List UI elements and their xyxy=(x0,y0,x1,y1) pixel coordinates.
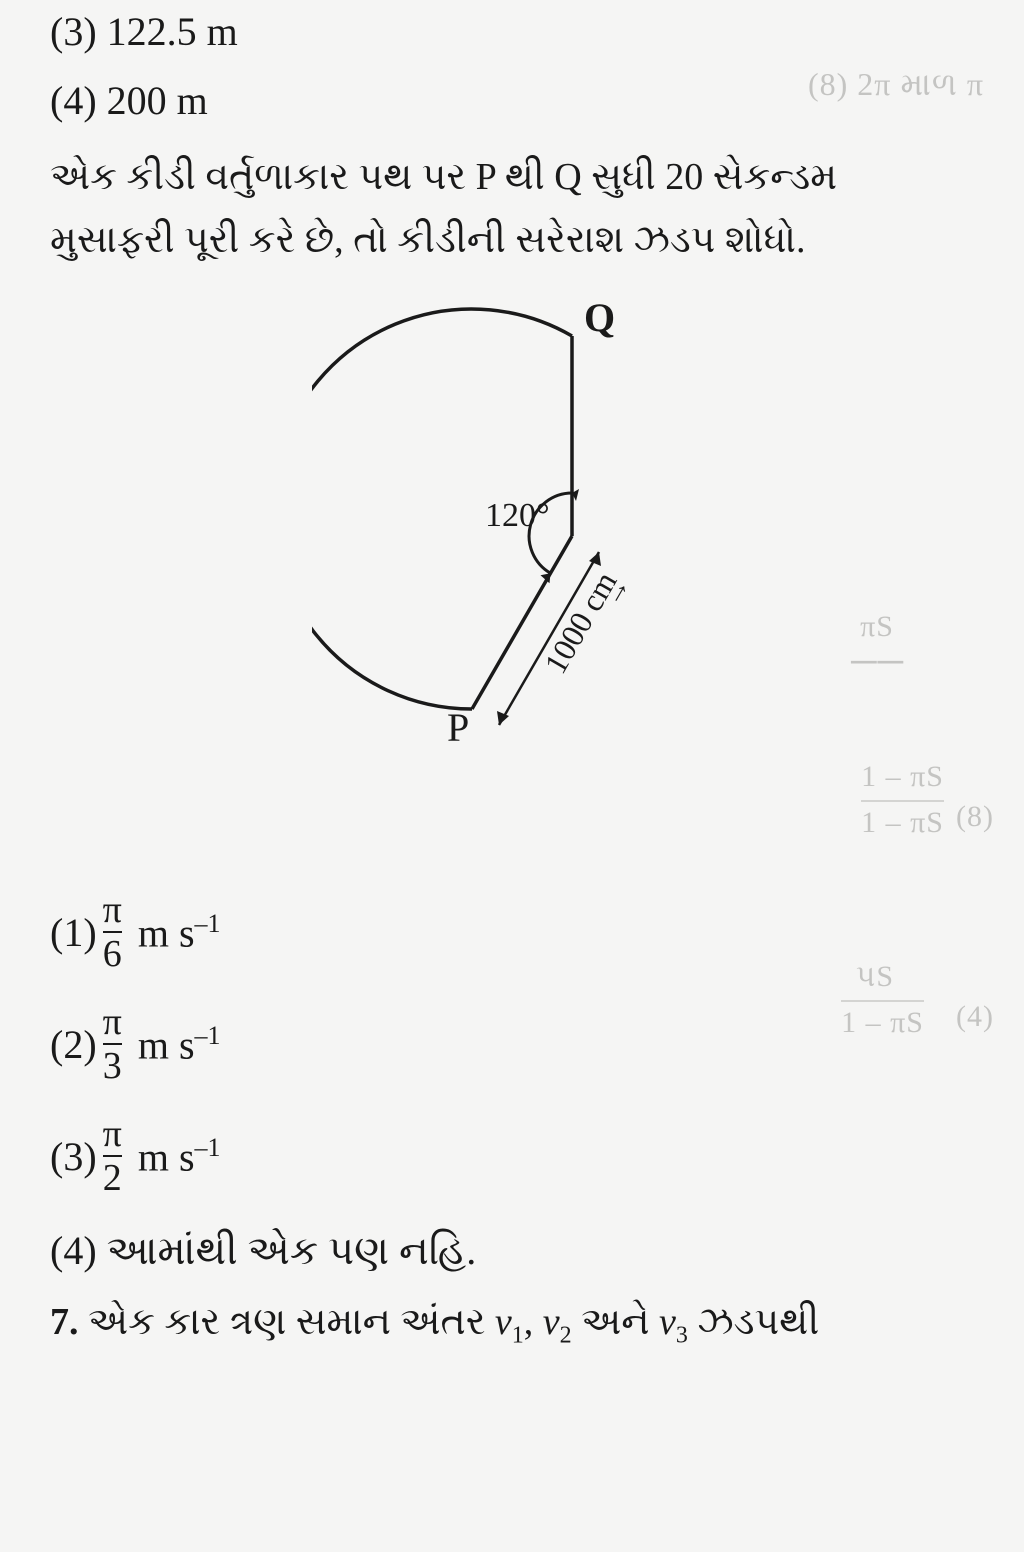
q7-text-b: ઝડપથી xyxy=(697,1301,819,1343)
angle-label: 120° xyxy=(485,497,550,534)
question-line-1: એક કીડી વર્તુળાકાર પથ પર P થી Q સુધી 20 … xyxy=(50,156,837,198)
q7-s3: 3 xyxy=(676,1323,688,1349)
q7-s1: 1 xyxy=(512,1323,524,1349)
q7-mid: અને xyxy=(581,1301,659,1343)
q7-v2: v xyxy=(543,1301,560,1343)
option-3: (3) π 2 m s–1 xyxy=(50,1115,994,1197)
option-3-unit-text: m s xyxy=(138,1134,195,1179)
option-2-num: π xyxy=(103,1003,122,1043)
option-4-text: આમાંથી એક પણ નહિ. xyxy=(107,1227,477,1274)
prev-option-4: (4) 200 m xyxy=(50,77,994,124)
circular-path-diagram: Q P 120° 1000 cm → xyxy=(312,301,732,861)
answer-options: (1) π 6 m s–1 (2) π 3 m s–1 (3) π 2 m s–… xyxy=(50,891,994,1274)
option-2-unit: m s–1 xyxy=(138,1021,221,1068)
option-1-unit: m s–1 xyxy=(138,909,221,956)
option-2: (2) π 3 m s–1 xyxy=(50,1003,994,1085)
option-3-fraction: π 2 xyxy=(103,1115,122,1197)
question-line-2: મુસાફરી પૂરી કરે છે, તો કીડીની સરેરાશ ઝડ… xyxy=(50,219,805,261)
q7-s2: 2 xyxy=(560,1323,572,1349)
option-4: (4) આમાંથી એક પણ નહિ. xyxy=(50,1227,994,1274)
option-3-prefix: (3) xyxy=(50,1133,97,1180)
option-1-num: π xyxy=(103,891,122,931)
option-1-sup: –1 xyxy=(195,909,221,938)
option-1: (1) π 6 m s–1 xyxy=(50,891,994,973)
question-7: 7. એક કાર ત્રણ સમાન અંતર v1, v2 અને v3 ઝ… xyxy=(50,1292,994,1355)
q7-number: 7. xyxy=(50,1301,79,1343)
option-1-fraction: π 6 xyxy=(103,891,122,973)
option-2-den: 3 xyxy=(103,1043,122,1085)
prev-option-3: (3) 122.5 m xyxy=(50,8,994,55)
diagram-container: Q P 120° 1000 cm → xyxy=(50,301,994,861)
option-2-unit-text: m s xyxy=(138,1022,195,1067)
option-3-den: 2 xyxy=(103,1155,122,1197)
option-1-den: 6 xyxy=(103,931,122,973)
option-3-sup: –1 xyxy=(195,1133,221,1162)
label-p: P xyxy=(447,705,469,750)
option-1-unit-text: m s xyxy=(138,910,195,955)
label-q: Q xyxy=(584,301,615,340)
q7-text-a: એક કાર ત્રણ સમાન અંતર xyxy=(88,1301,495,1343)
option-3-unit: m s–1 xyxy=(138,1133,221,1180)
option-2-sup: –1 xyxy=(195,1021,221,1050)
q7-v1: v xyxy=(495,1301,512,1343)
option-4-prefix: (4) xyxy=(50,1227,97,1274)
option-1-prefix: (1) xyxy=(50,909,97,956)
option-3-num: π xyxy=(103,1115,122,1155)
q7-comma1: , xyxy=(524,1301,543,1343)
option-2-fraction: π 3 xyxy=(103,1003,122,1085)
q7-v3: v xyxy=(659,1301,676,1343)
option-2-prefix: (2) xyxy=(50,1021,97,1068)
question-text: એક કીડી વર્તુળાકાર પથ પર P થી Q સુધી 20 … xyxy=(50,146,994,271)
